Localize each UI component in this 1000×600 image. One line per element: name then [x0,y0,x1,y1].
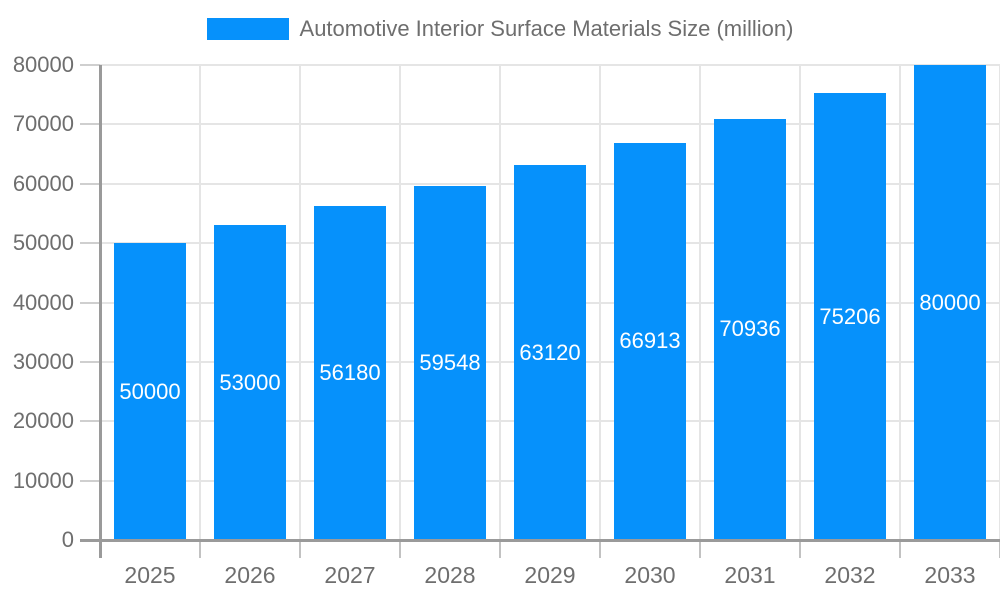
x-axis-label: 2033 [924,562,976,588]
x-axis-tick [899,540,901,558]
bar-value-label: 70936 [719,316,781,342]
y-axis-tick [80,123,100,126]
bar-2028[interactable] [414,186,486,540]
grid-line-vertical [299,65,301,540]
bar-2032[interactable] [814,93,886,540]
bar-value-label: 75206 [819,303,881,329]
x-axis-label: 2025 [124,562,176,588]
y-axis-label: 50000 [12,230,74,256]
grid-line-vertical [599,65,601,540]
bar-value-label: 50000 [119,378,181,404]
y-axis-label: 20000 [12,408,74,434]
x-axis-tick [499,540,501,558]
bar-2029[interactable] [514,165,586,540]
y-axis-label: 10000 [12,467,74,493]
x-axis-tick [399,540,401,558]
y-axis-label: 80000 [12,52,74,77]
grid-line-vertical [399,65,401,540]
legend-swatch [206,18,289,40]
y-axis-label: 40000 [12,289,74,315]
y-axis-label: 0 [61,527,74,552]
bar-value-label: 59548 [419,350,481,376]
x-axis-tick [699,540,701,558]
bar-value-label: 53000 [219,369,281,395]
x-axis-label: 2029 [524,562,576,588]
y-axis-label: 70000 [12,111,74,137]
grid-line-horizontal [100,123,1000,126]
y-axis-tick [80,479,100,482]
x-axis-label: 2026 [224,562,276,588]
bar-value-label: 56180 [319,360,381,386]
grid-line-vertical [199,65,201,540]
y-axis-line [99,65,102,558]
x-axis-line [80,539,1000,542]
legend-label: Automotive Interior Surface Materials Si… [299,16,794,41]
x-axis-label: 2028 [424,562,476,588]
grid-line-vertical [699,65,701,540]
grid-line-vertical [799,65,801,540]
bar-2033[interactable] [914,65,986,540]
bar-2030[interactable] [614,142,686,540]
y-axis-tick [80,301,100,304]
x-axis-label: 2027 [324,562,376,588]
x-axis-tick [299,540,301,558]
y-axis-tick [80,182,100,185]
x-axis-label: 2030 [624,562,676,588]
bar-2031[interactable] [714,118,786,540]
x-axis-label: 2031 [724,562,776,588]
bar-value-label: 63120 [519,339,581,365]
grid-line-horizontal [100,64,1000,66]
legend[interactable]: Automotive Interior Surface Materials Si… [0,16,1000,42]
x-axis-label: 2032 [824,562,876,588]
bar-value-label: 66913 [619,328,681,354]
x-axis-tick [799,540,801,558]
bar-2026[interactable] [214,225,286,540]
y-axis-tick [80,420,100,423]
x-axis-tick [199,540,201,558]
y-axis-label: 30000 [12,348,74,374]
y-axis-tick [80,360,100,363]
bar-2025[interactable] [114,243,186,540]
bar-value-label: 80000 [919,289,981,315]
y-axis-label: 60000 [12,170,74,196]
grid-line-vertical [899,65,901,540]
y-axis-tick [80,64,100,66]
bar-2027[interactable] [314,206,386,540]
x-axis-tick [599,540,601,558]
grid-line-vertical [499,65,501,540]
y-axis-tick [80,242,100,245]
